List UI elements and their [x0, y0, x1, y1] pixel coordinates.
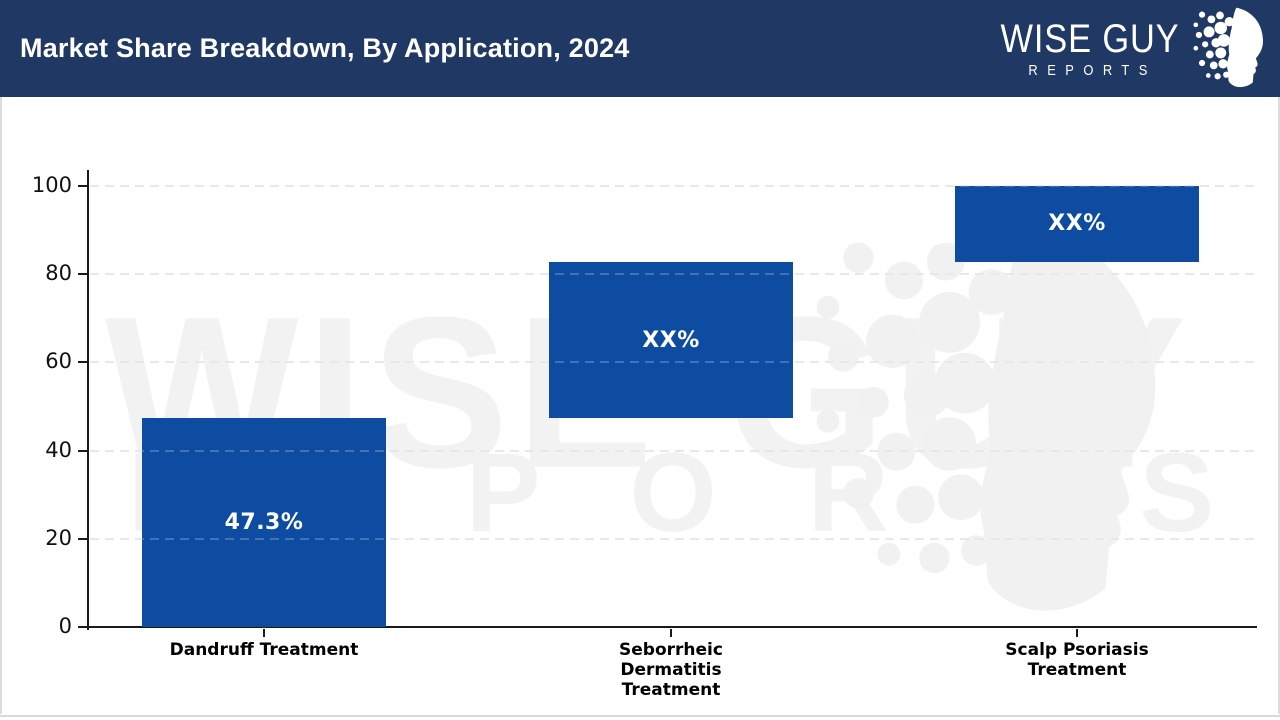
y-axis-tick [78, 185, 87, 187]
watermark-dotted-head [816, 223, 1156, 611]
y-axis-tick-label: 40 [45, 437, 72, 462]
y-axis-tick-label: 60 [45, 349, 72, 374]
x-category-label-line: Scalp Psoriasis [1005, 640, 1149, 660]
header-bar: Market Share Breakdown, By Application, … [0, 0, 1280, 97]
x-axis-tick [1076, 629, 1078, 637]
y-axis-line [87, 170, 89, 630]
y-axis-tick-label: 0 [58, 614, 72, 638]
gridline [90, 185, 1256, 187]
gridline-overlay [90, 361, 1256, 364]
bar-value-label: 47.3% [224, 510, 304, 536]
gridline [90, 537, 1256, 540]
y-axis-tick [78, 626, 87, 628]
x-category-label-line: Dermatitis [620, 660, 722, 680]
y-axis-tick [78, 361, 87, 364]
gridline [90, 449, 1256, 452]
brand-name: WISE GUY [1000, 16, 1180, 61]
dotted-head-icon [1193, 7, 1263, 87]
page-border-bottom [0, 715, 1280, 717]
x-category-label-line: Treatment [1027, 660, 1127, 680]
gridline-overlay [90, 185, 1256, 187]
x-category-label: Dandruff Treatment [124, 640, 404, 660]
x-category-label-line: Seborrheic [619, 640, 723, 660]
bar: XX% [549, 261, 793, 419]
y-axis-tick [78, 273, 87, 276]
y-axis-tick-label: 100 [31, 173, 72, 197]
gridline-overlay [90, 449, 1256, 452]
gridline-overlay [90, 537, 1256, 540]
bar-value-label: XX% [1048, 211, 1106, 237]
y-axis-tick [78, 537, 87, 540]
y-axis-tick-label: 20 [45, 525, 72, 550]
y-axis-tick [78, 449, 87, 452]
bar: XX% [955, 186, 1199, 262]
brand-logo: WISE GUY REPORTS [986, 6, 1266, 92]
x-category-label-line: Treatment [621, 680, 721, 700]
y-axis-tick-label: 80 [45, 261, 72, 286]
bar: 47.3% [142, 418, 386, 627]
brand-subname: REPORTS [1028, 61, 1157, 79]
x-axis-tick [263, 629, 265, 637]
gridline-overlay [90, 273, 1256, 276]
x-category-label: Seborrheic Dermatitis Treatment [531, 640, 811, 700]
page-title: Market Share Breakdown, By Application, … [20, 33, 630, 63]
x-category-label: Scalp Psoriasis Treatment [937, 640, 1217, 680]
brand-logo-text: WISE GUY REPORTS [1001, 19, 1180, 79]
x-axis-tick [670, 629, 672, 637]
x-axis-line [87, 626, 1257, 628]
x-category-label-line: Dandruff Treatment [169, 640, 359, 660]
bar-value-label: XX% [642, 327, 700, 353]
chart-area: 0 20 40 60 80 100 47.3% XX% XX% Dandruff Treatmen… [0, 97, 1280, 720]
